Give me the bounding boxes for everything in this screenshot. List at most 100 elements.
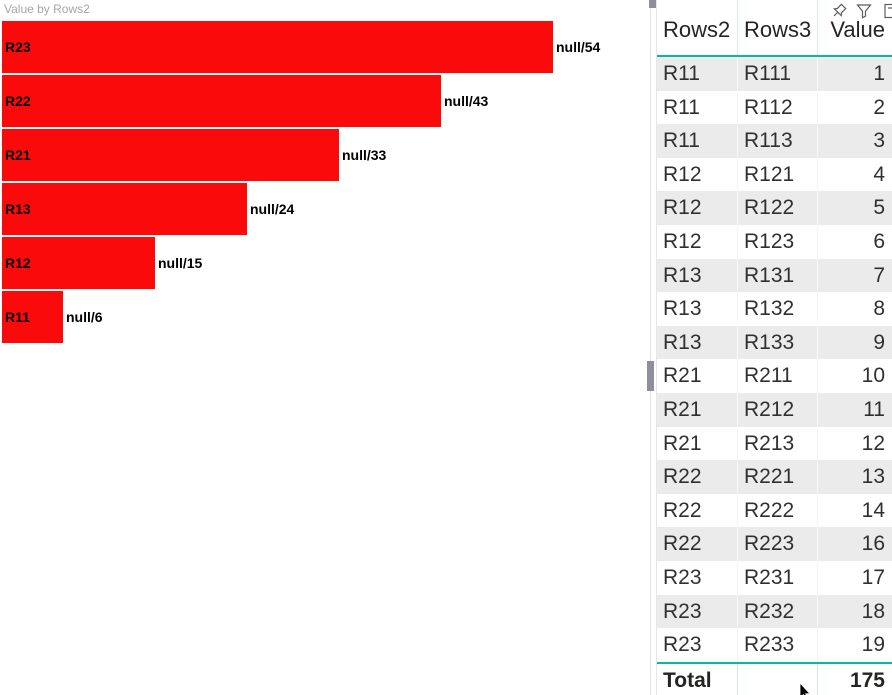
cell-rows2[interactable]: R11 bbox=[657, 124, 738, 158]
cell-value[interactable]: 11 bbox=[863, 397, 885, 421]
cell-value[interactable]: 12 bbox=[861, 431, 885, 455]
cell-value[interactable]: 18 bbox=[861, 599, 885, 623]
table-row[interactable]: R22 R221 13 bbox=[657, 460, 892, 494]
cell-value[interactable]: 2 bbox=[873, 95, 885, 119]
cell-rows2[interactable]: R12 bbox=[657, 224, 738, 259]
table-row[interactable]: R22 R222 14 bbox=[657, 493, 892, 528]
cell-rows3[interactable]: R222 bbox=[738, 493, 818, 528]
cell-value[interactable]: 14 bbox=[861, 498, 885, 522]
table-row[interactable]: R13 R133 9 bbox=[657, 325, 892, 360]
bar[interactable]: R12 bbox=[2, 237, 155, 289]
cell-value[interactable]: 3 bbox=[873, 129, 885, 153]
bar-category-label: R12 bbox=[5, 255, 31, 271]
bar-category-label: R23 bbox=[5, 39, 31, 55]
cell-value[interactable]: 1 bbox=[873, 62, 885, 85]
column-header-rows3[interactable]: Rows3 bbox=[738, 0, 818, 55]
table-row[interactable]: R13 R132 8 bbox=[657, 292, 892, 326]
cell-rows2[interactable]: R21 bbox=[657, 392, 738, 427]
cell-rows3[interactable]: R221 bbox=[738, 460, 818, 494]
bar-row: R13 null/24 bbox=[2, 183, 648, 237]
bar-row: R12 null/15 bbox=[2, 237, 648, 291]
cell-rows2[interactable]: R21 bbox=[657, 359, 738, 393]
cell-rows2[interactable]: R22 bbox=[657, 527, 738, 561]
table-row[interactable]: R12 R123 6 bbox=[657, 224, 892, 259]
cell-rows2[interactable]: R23 bbox=[657, 628, 738, 662]
table-total-row: Total 175 bbox=[657, 661, 892, 695]
bar-category-label: R22 bbox=[5, 93, 31, 109]
table-visual[interactable]: Rows2 Rows3 Value R11 R111 1 R11 R112 2 bbox=[656, 0, 892, 695]
table-row[interactable]: R21 R213 12 bbox=[657, 426, 892, 461]
filter-icon[interactable] bbox=[855, 2, 873, 20]
cell-value[interactable]: 8 bbox=[873, 297, 885, 321]
table-row[interactable]: R23 R231 17 bbox=[657, 560, 892, 595]
cell-value[interactable]: 5 bbox=[873, 196, 885, 220]
cell-rows2[interactable]: R11 bbox=[657, 90, 738, 125]
cell-rows3[interactable]: R123 bbox=[738, 224, 818, 259]
cell-value[interactable]: 17 bbox=[861, 565, 885, 589]
cell-rows3[interactable]: R223 bbox=[738, 527, 818, 561]
bar[interactable]: R23 bbox=[2, 21, 553, 73]
table-row[interactable]: R22 R223 16 bbox=[657, 527, 892, 561]
table-row[interactable]: R21 R211 10 bbox=[657, 359, 892, 393]
table-row[interactable]: R13 R131 7 bbox=[657, 258, 892, 293]
cell-rows3[interactable]: R211 bbox=[738, 359, 818, 393]
cell-rows2[interactable]: R13 bbox=[657, 325, 738, 360]
cell-rows2[interactable]: R22 bbox=[657, 493, 738, 528]
bar[interactable]: R11 bbox=[2, 291, 63, 343]
table-row[interactable]: R11 R112 2 bbox=[657, 90, 892, 125]
cell-rows3[interactable]: R232 bbox=[738, 594, 818, 629]
cell-value[interactable]: 9 bbox=[873, 330, 885, 354]
table-row[interactable]: R21 R212 11 bbox=[657, 392, 892, 427]
cell-rows3[interactable]: R121 bbox=[738, 157, 818, 192]
column-header-rows2[interactable]: Rows2 bbox=[657, 0, 738, 55]
cell-rows3[interactable]: R233 bbox=[738, 628, 818, 662]
cell-rows3[interactable]: R133 bbox=[738, 325, 818, 360]
cell-value[interactable]: 19 bbox=[861, 633, 885, 657]
bar[interactable]: R21 bbox=[2, 129, 339, 181]
cell-value[interactable]: 16 bbox=[861, 532, 885, 556]
bar-value-label: null/43 bbox=[444, 93, 489, 109]
table-row[interactable]: R23 R233 19 bbox=[657, 628, 892, 662]
bar[interactable]: R13 bbox=[2, 183, 247, 235]
scrollbar-thumb[interactable] bbox=[647, 361, 654, 391]
pin-icon[interactable] bbox=[830, 2, 848, 20]
cell-value[interactable]: 7 bbox=[873, 263, 885, 287]
column-header-value[interactable]: Value bbox=[818, 0, 892, 55]
table-row[interactable]: R23 R232 18 bbox=[657, 594, 892, 629]
cell-value[interactable]: 6 bbox=[873, 229, 885, 253]
cell-rows3[interactable]: R111 bbox=[738, 57, 818, 91]
cell-rows2[interactable]: R12 bbox=[657, 157, 738, 192]
cell-rows3[interactable]: R131 bbox=[738, 258, 818, 293]
bar-value-label: null/15 bbox=[158, 255, 203, 271]
cell-rows3[interactable]: R132 bbox=[738, 292, 818, 326]
cell-rows2[interactable]: R21 bbox=[657, 426, 738, 461]
cell-value[interactable]: 4 bbox=[873, 162, 885, 186]
table-row[interactable]: R11 R111 1 bbox=[657, 57, 892, 91]
cell-rows3[interactable]: R112 bbox=[738, 90, 818, 125]
bar-chart-visual[interactable]: Value by Rows2 R23 null/54 R22 null/43 bbox=[0, 0, 648, 695]
cell-value[interactable]: 13 bbox=[861, 465, 885, 489]
cell-rows3[interactable]: R213 bbox=[738, 426, 818, 461]
table-row[interactable]: R12 R122 5 bbox=[657, 191, 892, 225]
cell-rows3[interactable]: R212 bbox=[738, 392, 818, 427]
cell-rows2[interactable]: R13 bbox=[657, 258, 738, 293]
cell-rows2[interactable]: R13 bbox=[657, 292, 738, 326]
cell-rows3[interactable]: R231 bbox=[738, 560, 818, 595]
table-header: Rows2 Rows3 Value bbox=[657, 0, 892, 57]
bar[interactable]: R22 bbox=[2, 75, 441, 127]
resize-handle-top[interactable] bbox=[649, 0, 657, 8]
cell-rows3[interactable]: R113 bbox=[738, 124, 818, 158]
cell-rows2[interactable]: R23 bbox=[657, 560, 738, 595]
cell-value[interactable]: 10 bbox=[861, 364, 885, 388]
cell-rows2[interactable]: R11 bbox=[657, 57, 738, 91]
cell-rows2[interactable]: R22 bbox=[657, 460, 738, 494]
more-icon-partial[interactable] bbox=[884, 2, 892, 20]
table-row[interactable]: R11 R113 3 bbox=[657, 124, 892, 158]
bar-value-label: null/6 bbox=[66, 309, 103, 325]
cell-rows2[interactable]: R12 bbox=[657, 191, 738, 225]
cell-rows3[interactable]: R122 bbox=[738, 191, 818, 225]
bar-value-label: null/33 bbox=[342, 147, 387, 163]
bar-value-label: null/54 bbox=[556, 39, 601, 55]
table-row[interactable]: R12 R121 4 bbox=[657, 157, 892, 192]
cell-rows2[interactable]: R23 bbox=[657, 594, 738, 629]
